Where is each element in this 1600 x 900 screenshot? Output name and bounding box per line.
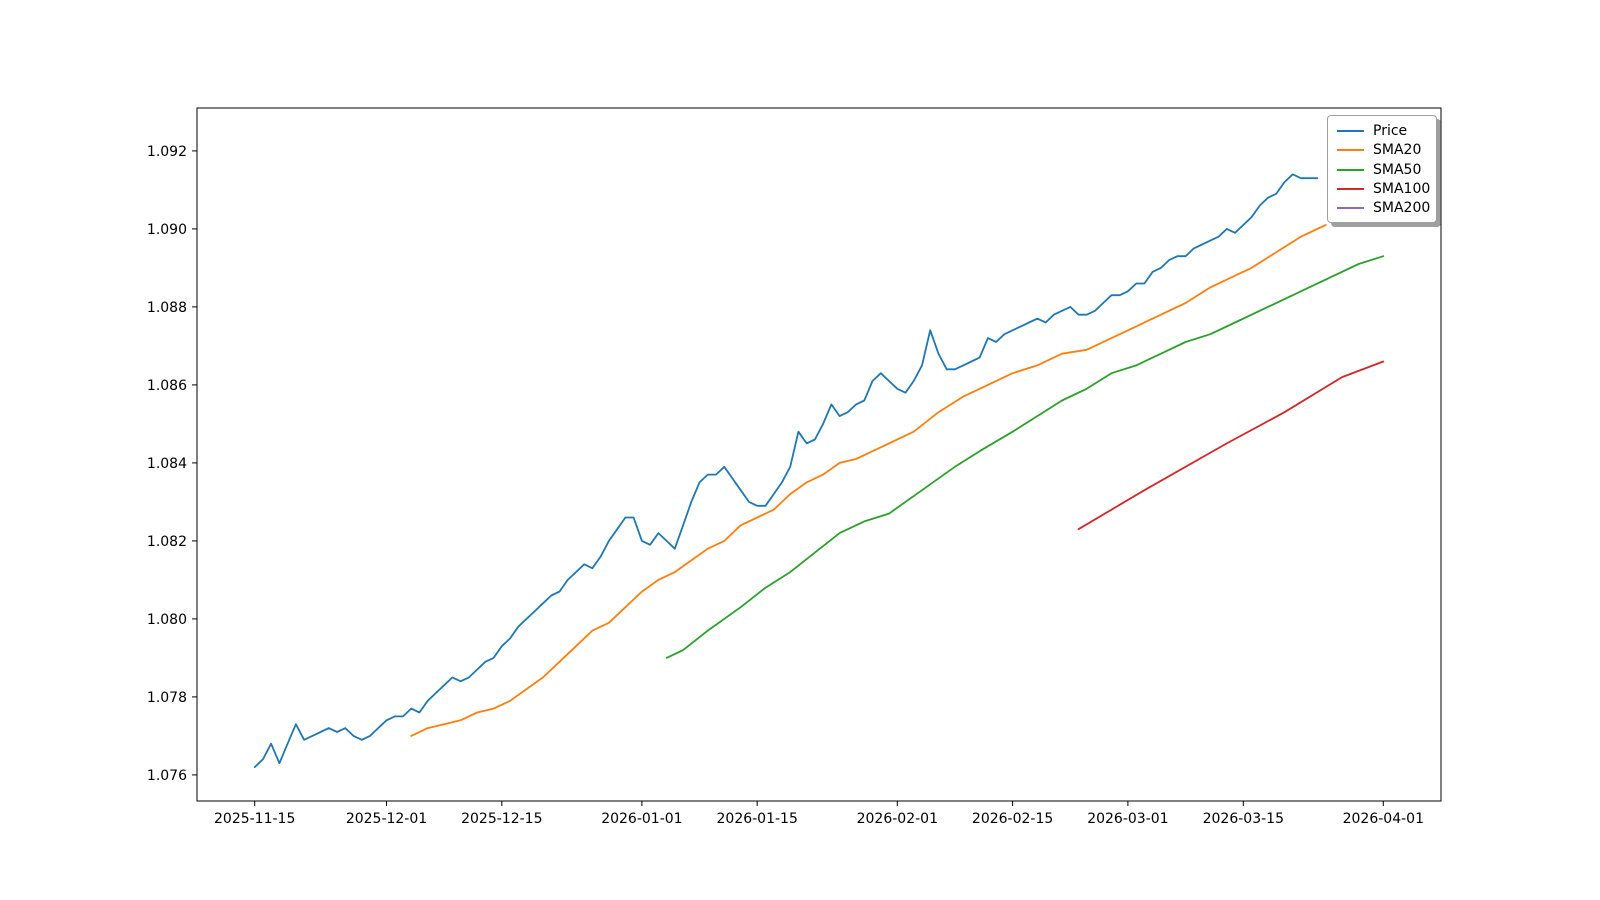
x-tick-label: 2025-12-01 (346, 811, 427, 827)
legend-entry-price: Price (1337, 121, 1426, 140)
sma100-line (1077, 360, 1385, 531)
x-tick-label: 2026-01-01 (601, 811, 682, 827)
legend-label: SMA20 (1373, 142, 1422, 159)
price-line (253, 173, 1319, 768)
legend-entry-sma20: SMA20 (1337, 140, 1426, 159)
y-tick-label: 1.080 (147, 612, 187, 628)
x-tick-label: 2026-01-15 (717, 811, 798, 827)
x-tick-label: 2025-11-15 (214, 811, 295, 827)
legend-entry-sma50: SMA50 (1337, 160, 1426, 179)
x-tick-label: 2026-02-15 (972, 811, 1053, 827)
legend-line-swatch-sma200 (1337, 207, 1364, 210)
legend-label: SMA100 (1373, 180, 1431, 197)
legend-entry-sma200: SMA200 (1337, 199, 1430, 218)
y-tick-label: 1.086 (147, 378, 187, 394)
legend-entry-sma100: SMA100 (1337, 179, 1430, 198)
x-tick-label: 2026-04-01 (1343, 811, 1424, 827)
legend-line-swatch-price (1337, 129, 1364, 132)
legend-line-swatch-sma50 (1337, 168, 1364, 171)
legend-line-swatch-sma100 (1337, 187, 1364, 190)
legend-label: SMA50 (1373, 161, 1422, 178)
legend-label: Price (1373, 122, 1408, 139)
y-tick-label: 1.076 (147, 768, 187, 784)
sma50-line (665, 255, 1385, 659)
x-tick-label: 2026-02-01 (857, 811, 938, 827)
y-tick-label: 1.078 (147, 690, 187, 706)
legend: Price SMA20 SMA50 SMA100 SMA200 (1327, 115, 1437, 223)
legend-line-swatch-sma20 (1337, 149, 1364, 152)
sma20-line (410, 224, 1327, 737)
y-tick-label: 1.084 (147, 456, 187, 472)
x-tick-label: 2026-03-15 (1203, 811, 1284, 827)
y-tick-label: 1.090 (147, 222, 187, 238)
legend-label: SMA200 (1373, 200, 1431, 217)
x-tick-label: 2026-03-01 (1087, 811, 1168, 827)
y-tick-label: 1.088 (147, 300, 187, 316)
y-tick-label: 1.092 (147, 144, 187, 160)
x-tick-label: 2025-12-15 (461, 811, 542, 827)
y-tick-label: 1.082 (147, 534, 187, 550)
axes-spines (196, 107, 1442, 802)
